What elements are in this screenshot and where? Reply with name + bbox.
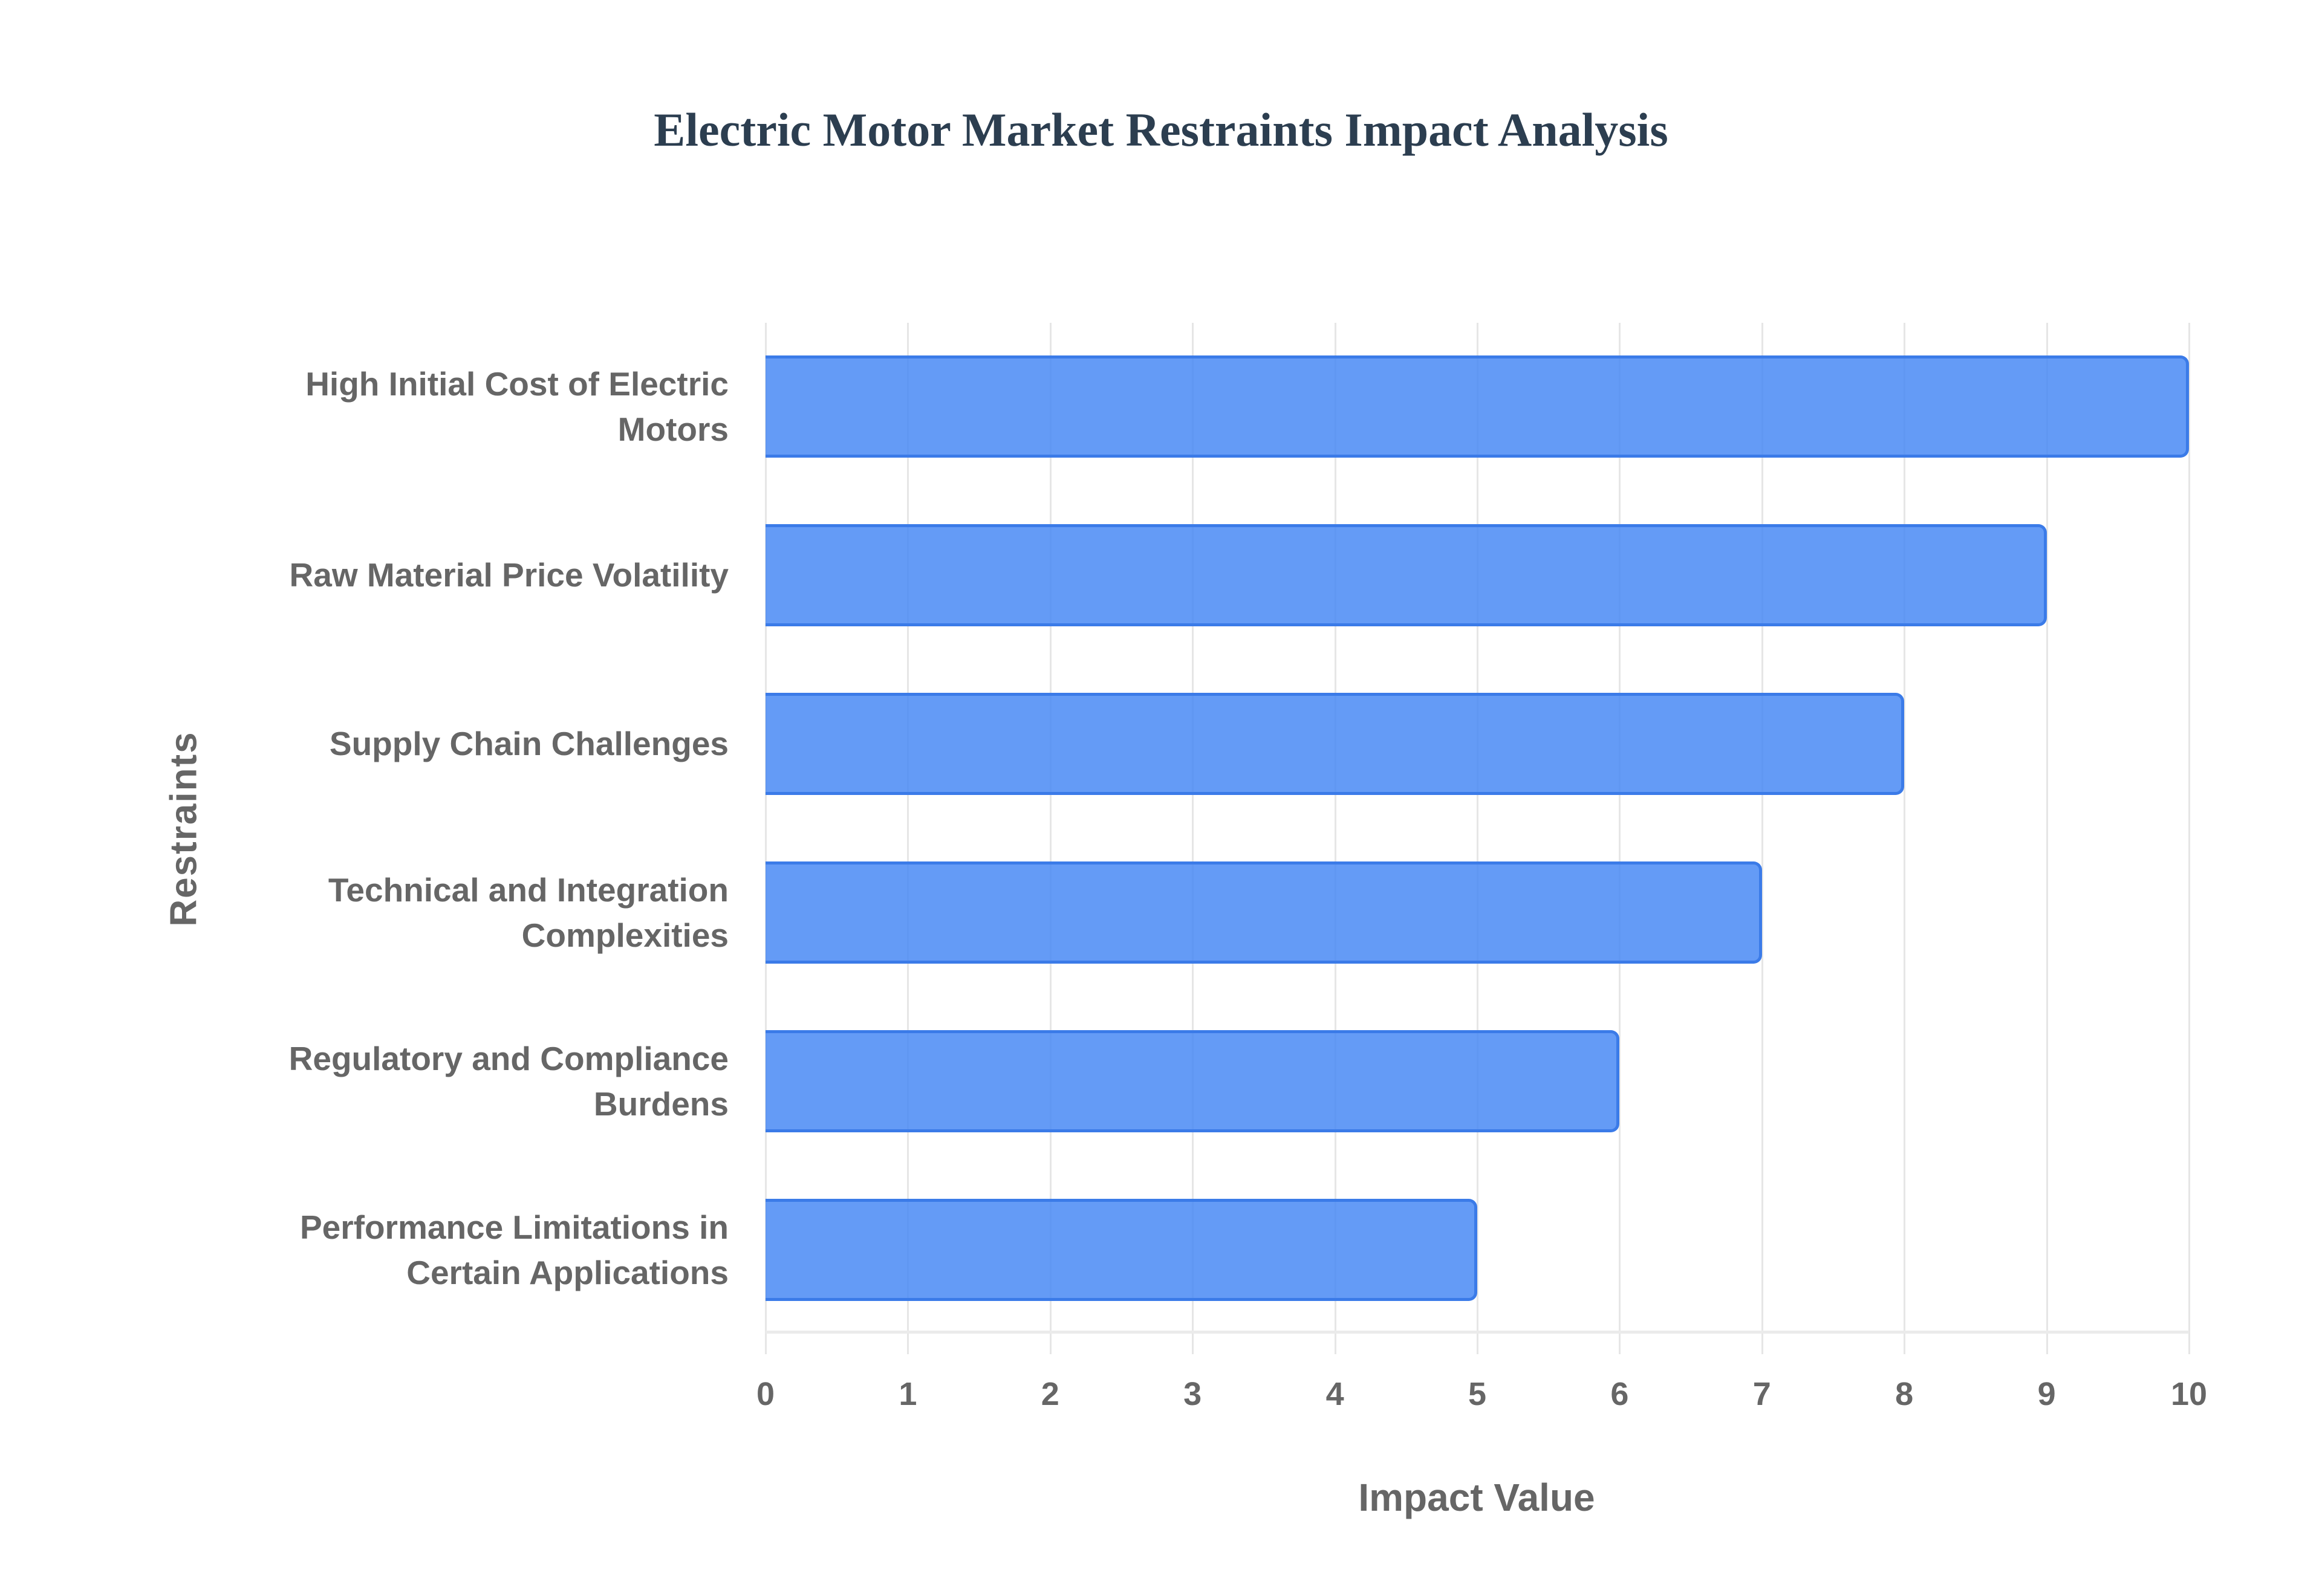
gridline [1904,323,1906,1354]
gridline [1192,323,1194,1354]
gridline [2046,323,2048,1354]
x-tick-label: 8 [1895,1376,1914,1412]
bar[interactable] [766,1199,1477,1301]
gridline [1619,323,1621,1354]
x-tick-label: 5 [1468,1376,1487,1412]
x-tick-label: 3 [1183,1376,1202,1412]
category-label: Technical and Integration Complexities [328,871,729,954]
gridline [1761,323,1763,1354]
x-tick-label: 4 [1325,1376,1344,1412]
gridline [765,323,767,1354]
x-axis-title: Impact Value [1358,1476,1595,1519]
x-tick-label: 1 [899,1376,917,1412]
bar[interactable] [766,861,1762,964]
bar[interactable] [766,524,2047,626]
gridline [2188,323,2190,1354]
x-tick-label: 9 [2037,1376,2056,1412]
x-tick-label: 10 [2170,1376,2208,1412]
category-label: High Initial Cost of Electric Motors [305,365,729,448]
bar[interactable] [766,355,2189,458]
bar[interactable] [766,1030,1620,1132]
gridline [1477,323,1478,1354]
x-axis-line [766,1331,2189,1334]
category-label: Performance Limitations in Certain Applic… [299,1208,729,1291]
gridline [1049,323,1052,1354]
category-label: Regulatory and Compliance Burdens [288,1039,729,1123]
x-tick-label: 6 [1610,1376,1629,1412]
category-label: Supply Chain Challenges [329,725,729,762]
x-tick-label: 2 [1041,1376,1059,1412]
gridline [1334,323,1336,1354]
plot-area [765,323,2190,1354]
chart-title: Electric Motor Market Restraints Impact … [654,103,1668,156]
category-label: Raw Material Price Volatility [289,556,729,594]
x-tick-label: 7 [1752,1376,1771,1412]
x-tick-label: 0 [756,1376,775,1412]
gridline [907,323,909,1354]
bar[interactable] [766,693,1905,795]
